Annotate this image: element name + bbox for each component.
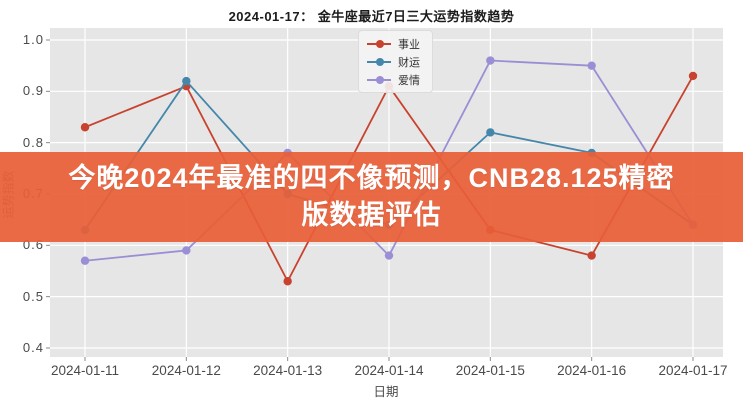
y-tick-label: 0.9 — [22, 83, 44, 99]
banner-text-line-1: 今晚2024年最准的四不像预测，CNB28.125精密 — [68, 163, 675, 193]
y-tick-label: 0.5 — [22, 288, 44, 304]
x-tick-label: 2024-01-15 — [455, 363, 525, 378]
series-0-marker — [283, 277, 292, 286]
banner-text-line-2: 版数据评估 — [301, 200, 442, 230]
x-tick-label: 2024-01-12 — [151, 363, 221, 378]
x-tick-label: 2024-01-16 — [557, 363, 627, 378]
legend-item-1: 财运 — [367, 54, 420, 69]
series-1-marker — [182, 76, 191, 86]
y-tick-label: 0.4 — [22, 339, 44, 355]
ad-banner-overlay[interactable]: 今晚2024年最准的四不像预测，CNB28.125精密 版数据评估 — [0, 152, 743, 242]
series-2-marker — [486, 56, 495, 65]
series-1-marker — [486, 128, 495, 137]
legend-label: 事业 — [398, 38, 420, 51]
legend-item-2: 爱情 — [367, 72, 420, 87]
legend-line-marker-icon — [367, 72, 391, 87]
series-0-marker — [688, 71, 698, 81]
y-tick-label: 1.0 — [22, 32, 44, 47]
x-tick-label: 2024-01-17 — [658, 363, 728, 378]
legend-item-0: 事业 — [367, 36, 420, 51]
series-0-marker — [587, 251, 596, 260]
series-2-marker — [182, 246, 191, 255]
legend-label: 爱情 — [398, 74, 420, 87]
legend-label: 财运 — [398, 56, 420, 69]
chart-title: 2024-01-17： 金牛座最近7日三大运势指数趋势 — [228, 9, 515, 24]
x-tick-label: 2024-01-11 — [50, 363, 120, 378]
x-axis-label: 日期 — [373, 385, 399, 399]
series-2-marker — [587, 61, 596, 70]
series-2-marker — [384, 251, 394, 260]
series-2-marker — [80, 256, 90, 265]
series-0-marker — [80, 123, 90, 132]
x-tick-label: 2024-01-14 — [354, 363, 424, 378]
y-tick-label: 0.8 — [22, 134, 44, 150]
legend-line-marker-icon — [367, 36, 391, 51]
legend: 事业 财运 爱情 — [358, 30, 433, 93]
legend-line-marker-icon — [367, 54, 391, 69]
x-tick-label: 2024-01-13 — [253, 363, 323, 378]
